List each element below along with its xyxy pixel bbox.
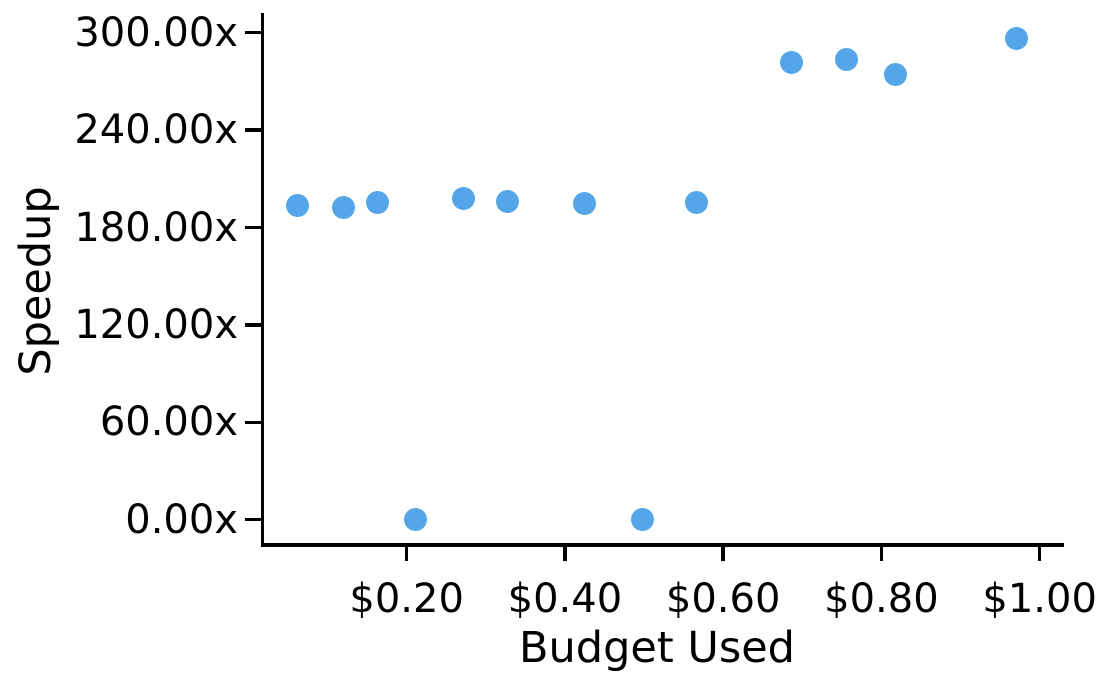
data-point xyxy=(684,191,708,215)
x-tick-label: $0.60 xyxy=(665,576,781,622)
x-tick-mark xyxy=(1037,546,1042,561)
y-tick-label: 240.00x xyxy=(74,107,238,154)
data-point xyxy=(365,191,389,215)
x-tick-label: $0.40 xyxy=(507,576,623,622)
y-tick-label: 120.00x xyxy=(74,301,238,348)
x-tick-mark xyxy=(721,546,725,561)
data-point xyxy=(331,196,355,220)
data-point xyxy=(573,191,597,215)
y-tick-mark xyxy=(244,517,261,522)
x-tick-mark xyxy=(404,546,409,561)
y-tick-mark xyxy=(244,420,261,424)
data-point xyxy=(285,194,309,218)
y-tick-label: 300.00x xyxy=(74,9,238,56)
y-tick-label: 180.00x xyxy=(74,204,238,251)
x-tick-label: $0.80 xyxy=(824,576,939,622)
data-point xyxy=(452,187,476,211)
x-tick-label: $0.20 xyxy=(349,576,464,622)
data-point xyxy=(496,190,520,214)
data-point xyxy=(1005,26,1029,50)
y-tick-mark xyxy=(244,323,261,327)
data-point xyxy=(884,63,908,87)
data-point xyxy=(835,47,859,71)
x-axis-spine xyxy=(260,543,1064,547)
y-tick-label: 0.00x xyxy=(125,496,238,543)
x-axis-label: Budget Used xyxy=(519,623,795,673)
data-point xyxy=(630,508,654,532)
y-tick-mark xyxy=(244,225,261,230)
x-tick-label: $1.00 xyxy=(982,576,1097,622)
x-tick-mark xyxy=(879,546,884,561)
y-tick-mark xyxy=(244,128,261,132)
y-tick-label: 60.00x xyxy=(99,399,238,446)
data-point xyxy=(403,508,427,532)
x-tick-mark xyxy=(563,546,567,561)
y-axis-spine xyxy=(260,13,264,547)
data-point xyxy=(779,51,803,75)
y-tick-mark xyxy=(244,31,261,35)
